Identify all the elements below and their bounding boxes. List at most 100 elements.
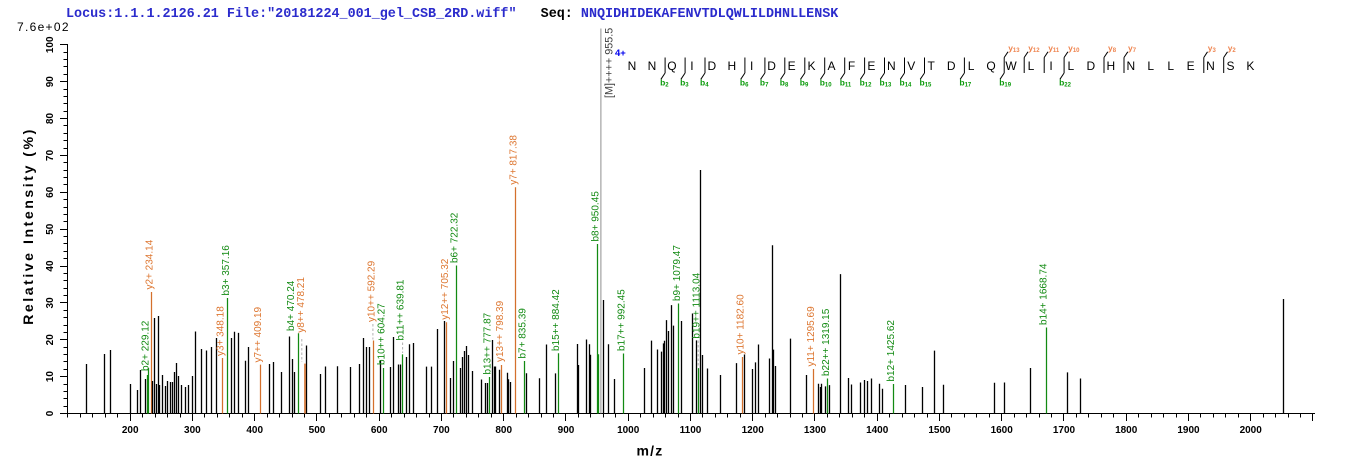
svg-text:50: 50 — [45, 223, 56, 235]
svg-text:400: 400 — [246, 425, 263, 436]
svg-text:y13++ 798.39: y13++ 798.39 — [495, 300, 506, 362]
svg-text:b11: b11 — [840, 77, 852, 88]
svg-text:700: 700 — [433, 425, 450, 436]
svg-text:b17: b17 — [959, 77, 972, 88]
svg-text:Relative Intensity (%): Relative Intensity (%) — [21, 127, 37, 325]
svg-text:b4: b4 — [700, 77, 709, 88]
svg-text:H: H — [727, 59, 736, 73]
svg-text:D: D — [707, 59, 716, 73]
svg-text:N: N — [1206, 59, 1215, 73]
svg-text:y10: y10 — [1068, 43, 1080, 54]
svg-text:10: 10 — [45, 371, 56, 383]
svg-text:b17++ 992.45: b17++ 992.45 — [617, 289, 628, 351]
svg-text:1800: 1800 — [1115, 425, 1138, 436]
svg-text:L: L — [1147, 59, 1154, 73]
svg-text:7.6e+02: 7.6e+02 — [17, 20, 70, 34]
svg-text:b13++ 777.87: b13++ 777.87 — [483, 312, 494, 374]
svg-text:L: L — [1028, 59, 1035, 73]
svg-text:b8: b8 — [780, 77, 789, 88]
svg-text:D: D — [767, 59, 776, 73]
svg-text:y13: y13 — [1008, 43, 1020, 54]
svg-text:b6: b6 — [740, 77, 749, 88]
svg-text:y11+ 1295.69: y11+ 1295.69 — [806, 306, 817, 367]
svg-text:N: N — [648, 59, 657, 73]
svg-text:I: I — [750, 59, 753, 73]
svg-text:600: 600 — [371, 425, 388, 436]
svg-text:E: E — [1187, 59, 1195, 73]
svg-text:1300: 1300 — [804, 425, 827, 436]
svg-text:y2: y2 — [1228, 43, 1237, 54]
svg-text:b7+ 835.39: b7+ 835.39 — [518, 308, 529, 359]
svg-text:N: N — [628, 59, 637, 73]
svg-text:1700: 1700 — [1053, 425, 1076, 436]
svg-text:b13: b13 — [880, 77, 893, 88]
svg-text:L: L — [1068, 59, 1075, 73]
svg-text:E: E — [867, 59, 875, 73]
svg-text:Q: Q — [986, 59, 995, 73]
svg-text:T: T — [928, 59, 936, 73]
svg-text:K: K — [1246, 59, 1254, 73]
svg-text:b2: b2 — [660, 77, 669, 88]
svg-text:b10: b10 — [820, 77, 833, 88]
svg-text:b6+ 722.32: b6+ 722.32 — [450, 212, 461, 263]
svg-text:E: E — [788, 59, 796, 73]
svg-text:b15: b15 — [920, 77, 933, 88]
svg-text:1200: 1200 — [742, 425, 765, 436]
svg-text:W: W — [1005, 59, 1017, 73]
svg-text:y2+ 234.14: y2+ 234.14 — [144, 239, 155, 289]
svg-text:800: 800 — [495, 425, 512, 436]
svg-text:100: 100 — [45, 36, 56, 53]
svg-text:b11++ 639.81: b11++ 639.81 — [396, 279, 407, 340]
svg-text:V: V — [907, 59, 915, 73]
svg-text:y7: y7 — [1128, 43, 1137, 54]
svg-text:D: D — [1086, 59, 1095, 73]
svg-text:b19++ 1113.04: b19++ 1113.04 — [692, 272, 703, 338]
svg-text:y12: y12 — [1028, 43, 1040, 54]
svg-text:y3: y3 — [1208, 43, 1217, 54]
svg-text:b2+ 229.12: b2+ 229.12 — [141, 320, 152, 371]
svg-text:2000: 2000 — [1240, 425, 1263, 436]
svg-text:b7: b7 — [760, 77, 769, 88]
svg-text:b10++ 604.27: b10++ 604.27 — [376, 303, 387, 365]
svg-text:b3+ 357.16: b3+ 357.16 — [221, 245, 232, 296]
svg-text:b22++ 1319.15: b22++ 1319.15 — [821, 308, 832, 376]
svg-text:60: 60 — [45, 186, 56, 198]
svg-text:1100: 1100 — [680, 425, 702, 436]
svg-text:1400: 1400 — [866, 425, 889, 436]
svg-text:b8+ 950.45: b8+ 950.45 — [590, 191, 601, 242]
svg-text:b12+ 1425.62: b12+ 1425.62 — [886, 320, 897, 382]
svg-text:K: K — [807, 59, 815, 73]
svg-text:70: 70 — [45, 149, 56, 161]
svg-text:90: 90 — [45, 76, 56, 88]
svg-text:500: 500 — [309, 425, 326, 436]
svg-text:y8++ 478.21: y8++ 478.21 — [296, 277, 307, 333]
svg-text:y10+ 1182.60: y10+ 1182.60 — [735, 294, 746, 355]
svg-text:1900: 1900 — [1177, 425, 1200, 436]
svg-text:F: F — [848, 59, 855, 73]
svg-text:b9: b9 — [800, 77, 809, 88]
svg-text:b22: b22 — [1059, 77, 1072, 88]
svg-text:N: N — [1126, 59, 1135, 73]
svg-text:b19: b19 — [999, 77, 1012, 88]
svg-text:y7++ 409.19: y7++ 409.19 — [253, 306, 264, 362]
svg-text:4+: 4+ — [615, 48, 626, 59]
svg-text:b9+ 1079.47: b9+ 1079.47 — [672, 245, 683, 301]
svg-text:A: A — [827, 59, 835, 73]
svg-text:30: 30 — [45, 297, 56, 309]
svg-text:300: 300 — [184, 425, 201, 436]
svg-text:y12++ 705.32: y12++ 705.32 — [440, 258, 451, 320]
svg-text:1000: 1000 — [617, 425, 640, 436]
svg-text:H: H — [1106, 59, 1115, 73]
svg-text:40: 40 — [45, 260, 56, 272]
svg-text:I: I — [690, 59, 693, 73]
svg-text:L: L — [1167, 59, 1174, 73]
svg-text:b4+ 470.24: b4+ 470.24 — [286, 280, 297, 331]
svg-text:b12: b12 — [860, 77, 873, 88]
svg-text:y10++ 592.29: y10++ 592.29 — [366, 260, 377, 322]
svg-text:b3: b3 — [680, 77, 689, 88]
svg-text:Q: Q — [667, 59, 676, 73]
svg-text:b14: b14 — [900, 77, 913, 88]
svg-text:N: N — [887, 59, 896, 73]
svg-text:y3+ 348.18: y3+ 348.18 — [215, 306, 226, 356]
svg-text:m/z: m/z — [637, 443, 664, 459]
